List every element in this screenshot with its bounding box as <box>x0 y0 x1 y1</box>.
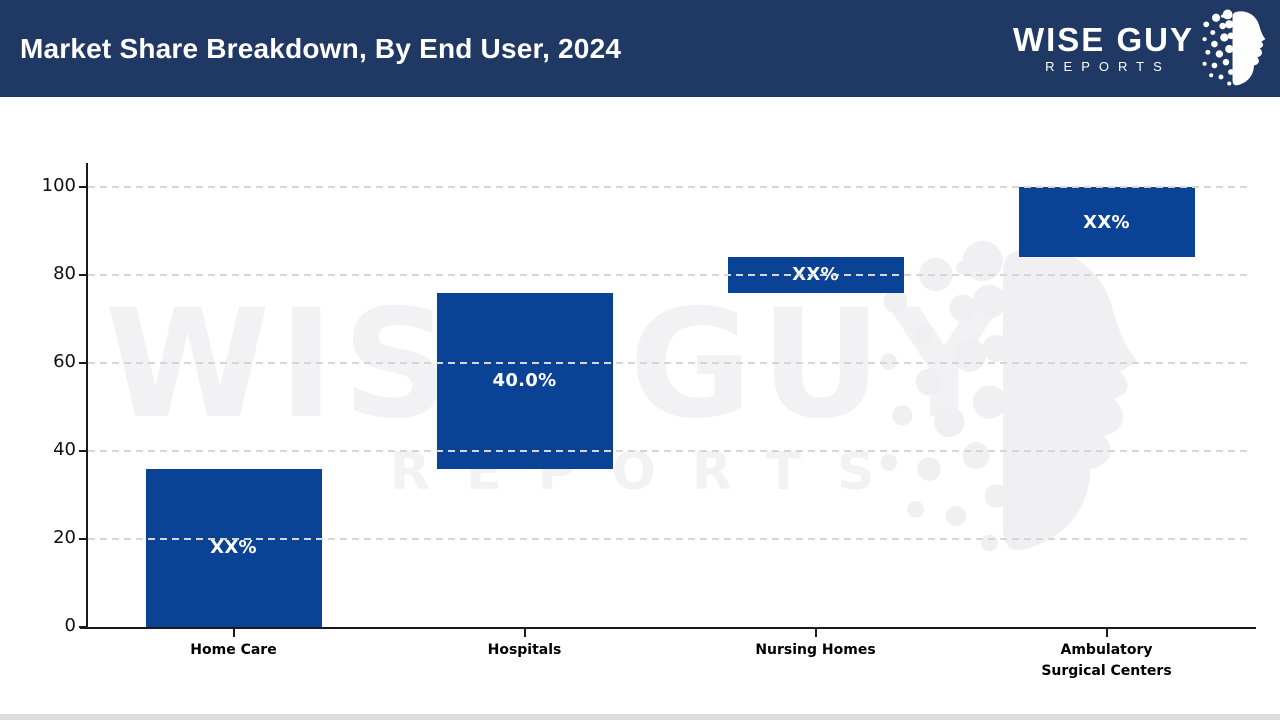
y-tick-label-80: 80 <box>53 263 76 284</box>
y-tick-label-20: 20 <box>53 527 76 548</box>
bar-value-label: XX% <box>210 537 257 559</box>
y-tick-80 <box>79 274 88 276</box>
gridline-100 <box>88 186 1252 188</box>
bar-segment-1: 40.0% <box>436 292 613 469</box>
chart-title: Market Share Breakdown, By End User, 202… <box>20 32 622 64</box>
y-tick-label-0: 0 <box>64 615 76 636</box>
wiseguy-logo-text: WISE GUY REPORTS <box>1013 23 1194 74</box>
y-tick-label-100: 100 <box>41 175 76 196</box>
bar-segment-0: XX% <box>145 468 322 627</box>
logo-sub-text: REPORTS <box>1045 58 1171 74</box>
logo-brand-text: WISE GUY <box>1012 21 1194 59</box>
y-tick-0 <box>79 626 88 628</box>
footer-strip <box>0 714 1280 720</box>
x-axis-label-1: Hospitals <box>487 642 562 658</box>
gridline-80 <box>88 274 1252 276</box>
x-tick-3 <box>1105 629 1108 637</box>
y-tick-40 <box>79 450 88 452</box>
y-tick-20 <box>79 538 88 540</box>
x-axis-line <box>80 627 1256 629</box>
y-axis-line <box>86 163 88 629</box>
watermark-face-icon <box>862 226 1164 578</box>
bar-segment-3: XX% <box>1018 187 1195 258</box>
gridline-20 <box>88 538 1252 540</box>
x-axis-label-3: Ambulatory Surgical Centers <box>1041 642 1172 679</box>
y-tick-100 <box>79 186 88 188</box>
gridline-60 <box>88 362 1252 364</box>
header-bar: Market Share Breakdown, By End User, 202… <box>0 0 1280 97</box>
x-tick-1 <box>523 629 526 637</box>
y-tick-label-60: 60 <box>53 351 76 372</box>
bar-value-label: XX% <box>1083 211 1130 233</box>
x-axis-label-2: Nursing Homes <box>755 642 876 658</box>
x-tick-2 <box>814 629 817 637</box>
x-axis-label-0: Home Care <box>190 642 277 658</box>
wiseguy-logo: WISE GUY REPORTS <box>1013 6 1272 92</box>
y-tick-60 <box>79 362 88 364</box>
bar-value-label: 40.0% <box>492 370 557 392</box>
gridline-40 <box>88 450 1252 452</box>
y-tick-label-40: 40 <box>53 439 76 460</box>
wiseguy-face-icon <box>1198 6 1272 92</box>
x-tick-0 <box>232 629 235 637</box>
